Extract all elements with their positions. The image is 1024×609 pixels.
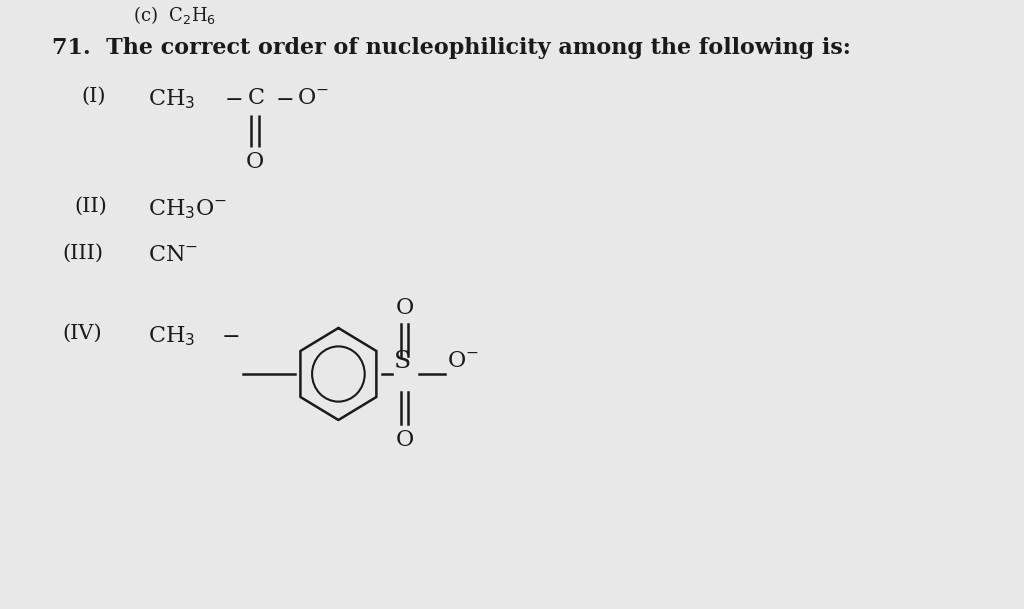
Text: O: O [246,151,264,173]
Text: O$^{-}$: O$^{-}$ [297,87,329,109]
Text: $-$: $-$ [274,87,293,109]
Text: O: O [395,429,414,451]
Text: C: C [248,87,265,109]
Text: 71.  The correct order of nucleophilicity among the following is:: 71. The correct order of nucleophilicity… [52,37,851,59]
Text: (IV): (IV) [62,324,101,343]
Text: S: S [393,350,411,373]
Text: $-$: $-$ [224,87,243,109]
Text: CN$^{-}$: CN$^{-}$ [147,244,198,266]
Text: (II): (II) [75,197,108,216]
Text: (c)  C$_2$H$_6$: (c) C$_2$H$_6$ [133,4,216,26]
Text: (III): (III) [62,244,103,263]
Text: CH$_3$: CH$_3$ [147,87,195,111]
Text: (I): (I) [81,87,105,106]
Text: CH$_3$O$^{-}$: CH$_3$O$^{-}$ [147,197,226,220]
Text: $-$: $-$ [221,324,240,346]
Text: O$^{-}$: O$^{-}$ [446,350,478,372]
Text: O: O [395,297,414,319]
Text: CH$_3$: CH$_3$ [147,324,195,348]
